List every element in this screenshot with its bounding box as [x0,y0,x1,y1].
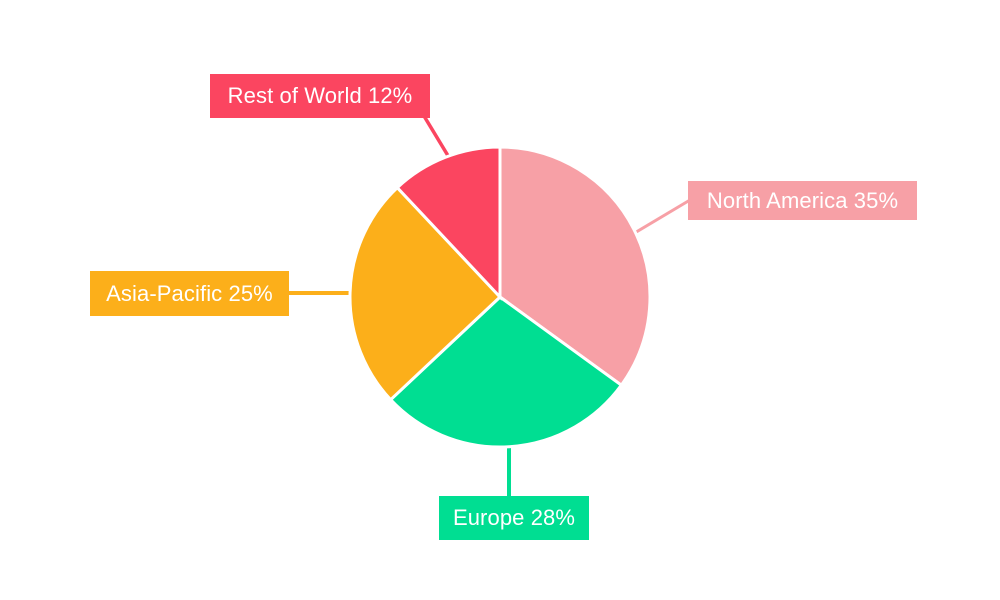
pie-slice-rest-of-world[interactable] [395,145,502,301]
pie-slice-europe[interactable] [388,295,624,449]
pie-label-rest-of-world[interactable]: Rest of World 12% [210,74,430,118]
leader-line-north-america [632,198,691,236]
pie-label-asia-pacific[interactable]: Asia-Pacific 25% [90,271,289,316]
pie-slices [348,145,652,449]
leader-line-rest-of-world [422,115,452,160]
pie-slice-north-america[interactable] [498,145,652,388]
pie-slice-asia-pacific[interactable] [348,185,503,402]
pie-label-europe[interactable]: Europe 28% [439,496,589,540]
pie-label-north-america[interactable]: North America 35% [688,181,917,220]
